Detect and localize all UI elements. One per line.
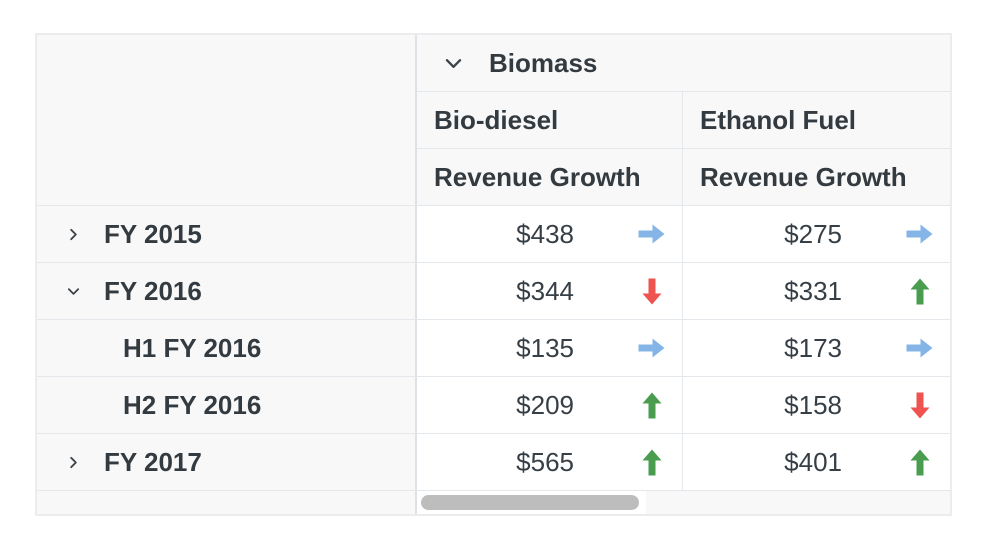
trend-up-icon [910, 278, 929, 304]
cell-fy2015-bio-diesel: $438 [417, 206, 683, 262]
trend-icon [638, 392, 665, 419]
cell-value: $331 [784, 275, 842, 306]
chevron-down-icon [67, 287, 80, 295]
metric-header-bio-diesel[interactable]: Revenue Growth [417, 149, 683, 206]
row-group-line: FY 2015 [37, 219, 202, 250]
row-group-line: H1 FY 2016 [37, 333, 261, 364]
row-group-cell-fy-2015[interactable]: FY 2015 [37, 206, 417, 262]
horizontal-scrollbar-track[interactable] [417, 491, 646, 514]
row-group-cell-fy-2016[interactable]: FY 2016 [37, 263, 417, 319]
table-row: FY 2017 $565 $401 [37, 434, 950, 491]
table-row: H1 FY 2016 $135 $173 [37, 320, 950, 377]
chevron-right-icon [70, 456, 77, 468]
column-header-label: Ethanol Fuel [700, 104, 856, 135]
pivot-table: Biomass Bio-diesel Ethanol Fuel Revenue … [35, 33, 952, 516]
column-header-row: Bio-diesel Ethanol Fuel [417, 92, 950, 149]
cell-h1fy2016-bio-diesel: $135 [417, 320, 683, 376]
cell-fy2017-bio-diesel: $565 [417, 434, 683, 490]
cell-h2fy2016-bio-diesel: $209 [417, 377, 683, 433]
trend-up-icon [642, 449, 661, 475]
row-group-line: FY 2016 [37, 276, 202, 307]
metric-header-label: Revenue Growth [700, 161, 907, 192]
scrollbar-filler [646, 491, 950, 514]
row-group-cell-h1-fy-2016[interactable]: H1 FY 2016 [37, 320, 417, 376]
trend-flat-icon [638, 224, 665, 244]
cell-value: $401 [784, 446, 842, 477]
row-group-header-cell [37, 35, 417, 206]
cell-value: $209 [516, 389, 574, 420]
trend-icon [906, 335, 933, 362]
chevron-down-icon[interactable] [443, 53, 464, 74]
metric-header-row: Revenue Growth Revenue Growth [417, 149, 950, 206]
trend-icon [906, 221, 933, 248]
cell-value: $275 [784, 218, 842, 249]
trend-icon [638, 221, 665, 248]
cell-value: $565 [516, 446, 574, 477]
cell-fy2015-ethanol-fuel: $275 [683, 206, 950, 262]
cell-value: $173 [784, 332, 842, 363]
cell-value: $158 [784, 389, 842, 420]
cell-fy2016-ethanol-fuel: $331 [683, 263, 950, 319]
row-group-label: FY 2016 [104, 275, 202, 306]
row-group-label: FY 2017 [104, 446, 202, 477]
column-header-label: Bio-diesel [434, 104, 559, 135]
chevron-right-icon [70, 228, 77, 240]
trend-icon [638, 278, 665, 305]
trend-up-icon [910, 449, 929, 475]
row-group-cell-h2-fy-2016[interactable]: H2 FY 2016 [37, 377, 417, 433]
cell-fy2017-ethanol-fuel: $401 [683, 434, 950, 490]
horizontal-scrollbar-thumb[interactable] [421, 495, 639, 510]
cell-h1fy2016-ethanol-fuel: $173 [683, 320, 950, 376]
row-group-label: H2 FY 2016 [123, 389, 262, 420]
cell-h2fy2016-ethanol-fuel: $158 [683, 377, 950, 433]
cell-value: $344 [516, 275, 574, 306]
table-row: FY 2015 $438 $275 [37, 206, 950, 263]
row-group-label: H1 FY 2016 [123, 332, 262, 363]
pinned-column-spacer [37, 491, 417, 514]
row-group-label: FY 2015 [104, 218, 202, 249]
horizontal-scrollbar-bar [37, 491, 950, 514]
metric-header-label: Revenue Growth [434, 161, 641, 192]
column-header-ethanol-fuel[interactable]: Ethanol Fuel [683, 92, 950, 149]
row-group-line: FY 2017 [37, 447, 202, 478]
trend-flat-icon [906, 224, 933, 244]
trend-flat-icon [638, 338, 665, 358]
trend-flat-icon [906, 338, 933, 358]
trend-icon [906, 392, 933, 419]
cell-value: $438 [516, 218, 574, 249]
column-group-header-biomass[interactable]: Biomass [417, 35, 950, 92]
trend-icon [906, 449, 933, 476]
column-group-label: Biomass [489, 47, 598, 78]
trend-down-icon [642, 278, 661, 304]
trend-icon [906, 278, 933, 305]
cell-value: $135 [516, 332, 574, 363]
cell-fy2016-bio-diesel: $344 [417, 263, 683, 319]
trend-up-icon [642, 392, 661, 418]
table-row: H2 FY 2016 $209 $158 [37, 377, 950, 434]
column-header-bio-diesel[interactable]: Bio-diesel [417, 92, 683, 149]
chevron-slot[interactable] [65, 222, 82, 246]
trend-icon [638, 335, 665, 362]
table-header: Biomass Bio-diesel Ethanol Fuel Revenue … [37, 35, 950, 206]
table-row: FY 2016 $344 $331 [37, 263, 950, 320]
column-header-area: Biomass Bio-diesel Ethanol Fuel Revenue … [417, 35, 950, 206]
trend-down-icon [910, 392, 929, 418]
chevron-slot[interactable] [65, 450, 82, 474]
trend-icon [638, 449, 665, 476]
metric-header-ethanol-fuel[interactable]: Revenue Growth [683, 149, 950, 206]
chevron-slot[interactable] [65, 279, 82, 303]
row-group-cell-fy-2017[interactable]: FY 2017 [37, 434, 417, 490]
row-group-line: H2 FY 2016 [37, 390, 261, 421]
